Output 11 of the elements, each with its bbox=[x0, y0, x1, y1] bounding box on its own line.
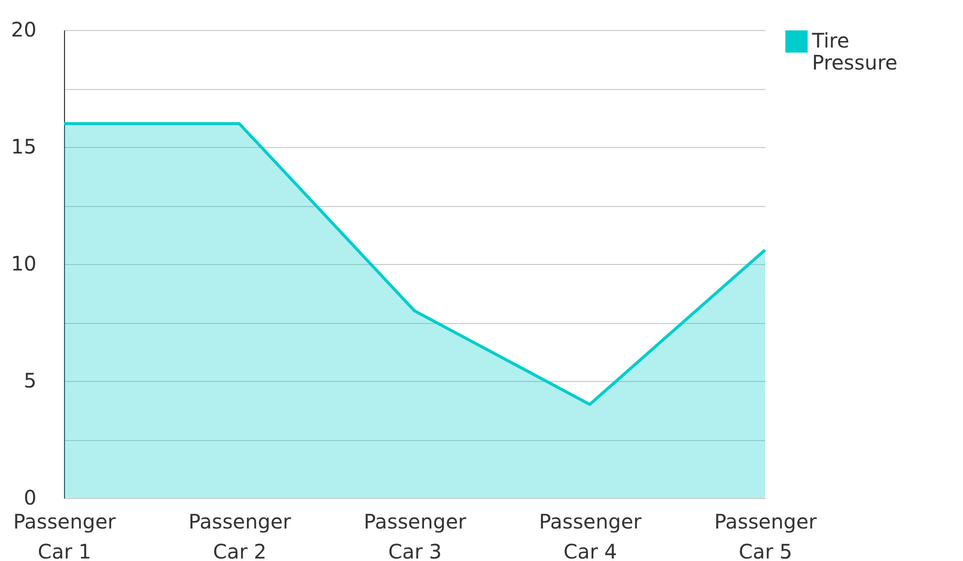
legend-label: Tire Pressure bbox=[811, 28, 898, 74]
y-tick-label: 0 bbox=[24, 486, 36, 510]
y-tick-label: 20 bbox=[11, 18, 36, 42]
x-tick-label: Passenger Car 3 bbox=[364, 510, 468, 561]
x-tick-label: Passenger Car 1 bbox=[13, 510, 117, 561]
y-tick-label: 5 bbox=[24, 368, 36, 392]
y-tick-label: 10 bbox=[11, 252, 36, 276]
x-tick-label: Passenger Car 5 bbox=[714, 510, 818, 561]
y-tick-label: 15 bbox=[11, 134, 36, 158]
x-tick-label: Passenger Car 2 bbox=[188, 510, 292, 561]
x-tick-label: Passenger Car 4 bbox=[539, 510, 642, 561]
